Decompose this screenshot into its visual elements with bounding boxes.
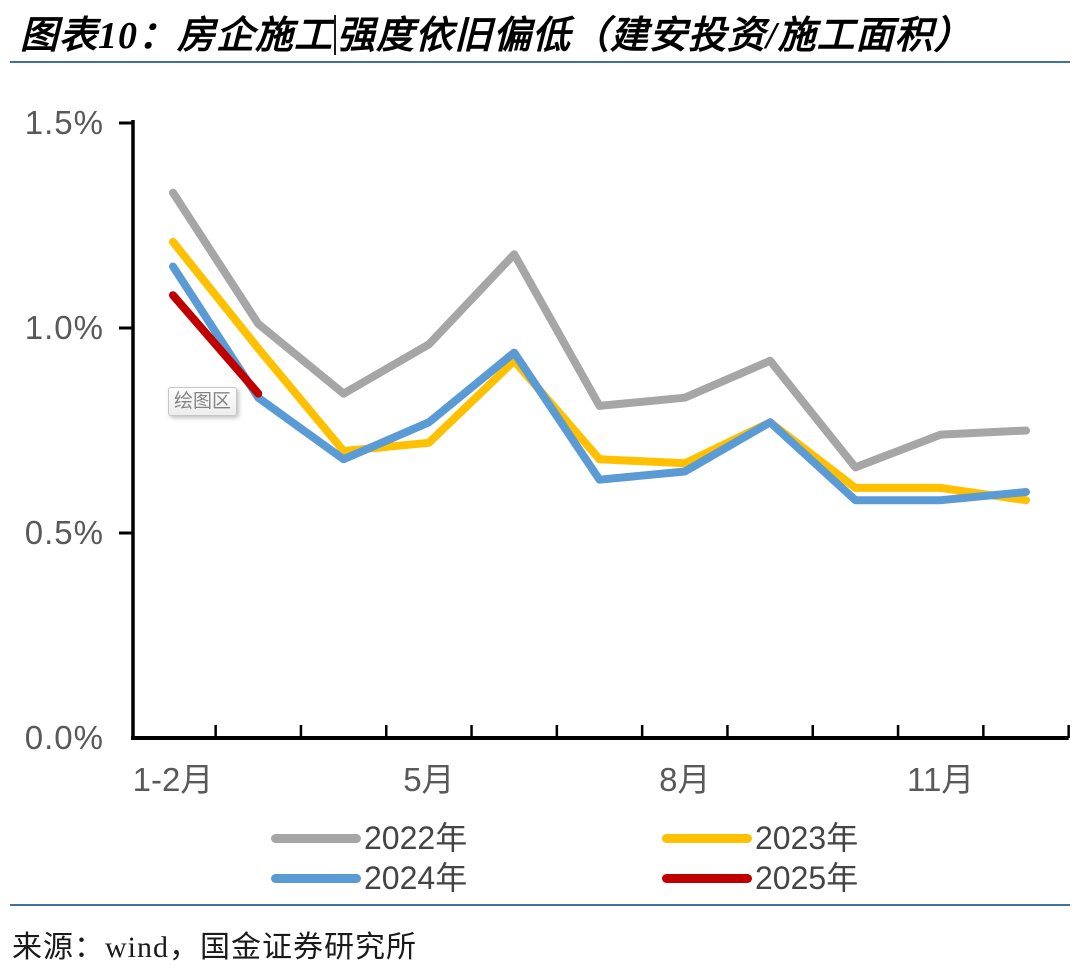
x-tick-label: 5月 <box>403 761 455 798</box>
y-tick-label: 0.5% <box>24 514 104 551</box>
source-text: 来源：wind，国金证券研究所 <box>12 931 417 964</box>
x-tick-label: 8月 <box>659 761 711 798</box>
y-tick-label: 1.0% <box>24 309 104 346</box>
x-tick-label: 11月 <box>907 761 975 798</box>
source-divider-line <box>10 904 1070 906</box>
chart-title: 图表10：房企施工 强度依旧偏低（建安投资/施工面积） <box>20 4 1070 59</box>
plot-area-tooltip: 绘图区 <box>168 387 237 416</box>
legend-item-2025年: 2025年 <box>662 858 858 898</box>
series-line-2022年 <box>169 188 1030 472</box>
chart-title-part1: 图表10：房企施工 <box>20 15 334 57</box>
y-tick-label: 1.5% <box>24 104 104 141</box>
legend-label: 2022年 <box>364 820 468 856</box>
legend-swatch-icon <box>271 833 361 843</box>
legend-item-2022年: 2022年 <box>271 818 662 858</box>
legend-label: 2025年 <box>755 860 859 896</box>
legend-swatch-icon <box>271 873 361 883</box>
series-line-2025年 <box>169 291 263 398</box>
legend-label: 2024年 <box>364 860 468 896</box>
series-line-2023年 <box>169 237 1030 505</box>
legend-label: 2023年 <box>755 820 859 856</box>
legend-swatch-icon <box>662 873 752 883</box>
chart-legend: 2022年 2023年 2024年 2025年 <box>271 818 858 898</box>
title-divider-line <box>10 61 1070 63</box>
series-line-2024年 <box>169 262 1030 505</box>
legend-item-2023年: 2023年 <box>662 818 858 858</box>
chart-title-part2: 强度依旧偏低（建安投资/施工面积） <box>337 15 973 57</box>
y-tick-label: 0.0% <box>24 719 104 756</box>
text-cursor <box>334 15 337 55</box>
legend-item-2024年: 2024年 <box>271 858 662 898</box>
legend-swatch-icon <box>662 833 752 843</box>
x-tick-label: 1-2月 <box>132 761 214 798</box>
